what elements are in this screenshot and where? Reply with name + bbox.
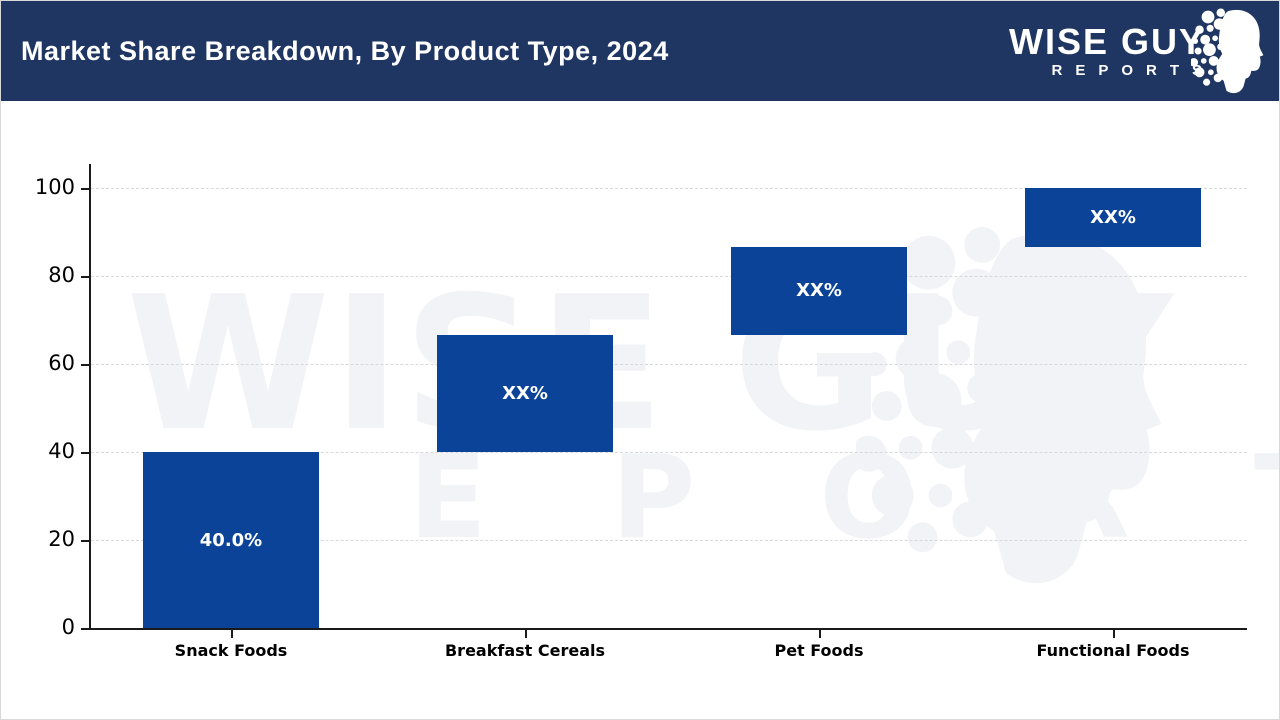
y-tick-label-40: 40 xyxy=(48,439,75,463)
x-tick-mark-2 xyxy=(525,630,527,638)
y-tick-mark-60 xyxy=(81,364,89,366)
y-tick-label-100: 100 xyxy=(34,175,75,199)
bar-value-label: XX% xyxy=(796,280,842,302)
x-category-label: Functional Foods xyxy=(1036,641,1190,660)
brand-subname: REPORTS xyxy=(1051,61,1215,79)
bar-value-label: XX% xyxy=(502,382,548,404)
y-tick-label-80: 80 xyxy=(48,263,75,287)
y-tick-label-20: 20 xyxy=(48,527,75,551)
x-category-label: Snack Foods xyxy=(174,641,288,660)
y-tick-mark-80 xyxy=(81,276,89,278)
bar-breakfast-cereals: XX% xyxy=(437,334,613,452)
bar-value-label: 40.0% xyxy=(199,529,263,551)
brand-logo-text: WISE GUY REPORTS xyxy=(1008,20,1205,79)
header-banner: Market Share Breakdown, By Product Type,… xyxy=(1,1,1279,101)
y-axis xyxy=(89,164,91,629)
brand-logo: WISE GUY REPORTS xyxy=(1009,7,1269,95)
x-tick-mark-3 xyxy=(819,630,821,638)
x-category-label: Pet Foods xyxy=(774,641,864,660)
y-tick-label-60: 60 xyxy=(48,351,75,375)
y-tick-mark-20 xyxy=(81,540,89,542)
x-axis xyxy=(89,628,1247,630)
x-category-label: Breakfast Cereals xyxy=(444,641,605,660)
dotted-face-profile-icon xyxy=(1191,8,1264,94)
gridline-100 xyxy=(91,188,1247,189)
gridline-60 xyxy=(91,364,1247,365)
x-tick-mark-1 xyxy=(231,630,233,638)
y-tick-mark-100 xyxy=(81,188,89,190)
brand-name: WISE GUY xyxy=(1008,20,1205,62)
bar-pet-foods: XX% xyxy=(731,246,907,335)
bar-snack-foods: 40.0% xyxy=(143,452,319,628)
bar-value-label: XX% xyxy=(1090,206,1136,228)
gridline-80 xyxy=(91,276,1247,277)
y-tick-mark-40 xyxy=(81,452,89,454)
y-tick-label-0: 0 xyxy=(61,615,75,639)
bar-functional-foods: XX% xyxy=(1025,188,1201,247)
x-tick-mark-4 xyxy=(1113,630,1115,638)
gridline-20 xyxy=(91,540,1247,541)
gridline-40 xyxy=(91,452,1247,453)
page-title: Market Share Breakdown, By Product Type,… xyxy=(21,35,669,66)
y-tick-mark-0 xyxy=(81,628,89,630)
